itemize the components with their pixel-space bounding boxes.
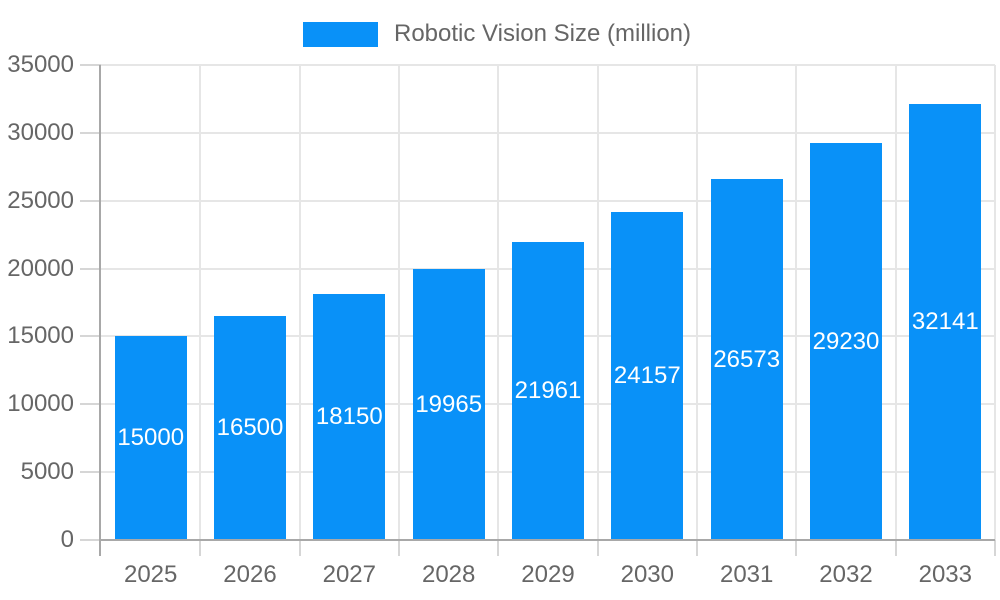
- bar-value-label: 21961: [514, 377, 582, 404]
- y-tick-20000: [80, 267, 101, 270]
- v-gridline: [994, 65, 996, 540]
- v-gridline: [795, 65, 798, 540]
- h-gridline-30000: [101, 131, 995, 134]
- x-tick: [894, 540, 897, 556]
- bar-2027[interactable]: 18150: [313, 293, 386, 540]
- y-axis-label: 35000: [7, 51, 74, 78]
- bar-2033[interactable]: 32141: [909, 103, 982, 540]
- y-tick-30000: [80, 131, 101, 134]
- y-axis-label: 15000: [7, 322, 74, 350]
- x-axis-label: 2032: [819, 561, 873, 588]
- bar-2030[interactable]: 24157: [611, 212, 684, 540]
- bar-2032[interactable]: 29230: [810, 143, 882, 540]
- v-gridline: [398, 65, 400, 540]
- x-axis-label: 2026: [223, 561, 277, 588]
- bar-2028[interactable]: 19965: [412, 269, 485, 540]
- v-gridline: [199, 65, 202, 540]
- y-tick-10000: [80, 403, 101, 406]
- x-tick: [398, 540, 400, 556]
- x-axis-label: 2025: [123, 561, 178, 588]
- x-axis-label: 2033: [918, 561, 972, 588]
- y-tick-5000: [80, 471, 101, 474]
- bar-value-label: 32141: [911, 307, 979, 335]
- y-tick-15000: [80, 335, 101, 338]
- x-tick: [696, 540, 698, 556]
- bar-value-label: 15000: [117, 424, 185, 452]
- h-gridline-35000: [101, 64, 995, 66]
- x-axis-label: 2027: [322, 561, 376, 588]
- bar-2026[interactable]: 16500: [214, 316, 286, 540]
- v-gridline: [298, 65, 301, 540]
- bar-value-label: 16500: [216, 414, 284, 442]
- v-gridline: [497, 65, 500, 540]
- y-axis-label: 5000: [20, 458, 74, 486]
- bar-value-label: 26573: [713, 345, 781, 373]
- y-tick-35000: [80, 64, 101, 66]
- x-axis-line: [101, 539, 995, 541]
- v-gridline: [696, 65, 698, 540]
- bar-2029[interactable]: 21961: [512, 242, 584, 540]
- bar-2031[interactable]: 26573: [710, 179, 783, 540]
- y-axis-label: 25000: [7, 186, 74, 214]
- legend-item[interactable]: Robotic Vision Size (million): [303, 20, 691, 48]
- y-tick-0: [80, 539, 101, 541]
- y-tick-25000: [80, 199, 101, 202]
- x-tick: [596, 540, 599, 556]
- bar-value-label: 24157: [613, 362, 681, 390]
- x-tick: [199, 540, 202, 556]
- bar-value-label: 19965: [415, 390, 483, 418]
- x-axis-label: 2029: [521, 561, 575, 588]
- v-gridline: [596, 65, 599, 540]
- bar-2025[interactable]: 15000: [114, 336, 187, 540]
- x-tick: [298, 540, 301, 556]
- x-tick: [497, 540, 500, 556]
- h-gridline-25000: [101, 199, 995, 202]
- x-axis-label: 2030: [620, 561, 674, 588]
- x-axis-label: 2028: [421, 561, 476, 588]
- legend-label: Robotic Vision Size (million): [394, 20, 691, 47]
- v-gridline: [894, 65, 897, 540]
- bar-value-label: 18150: [315, 402, 383, 430]
- y-axis-line: [99, 65, 101, 556]
- legend-swatch: [303, 21, 378, 47]
- y-axis-label: 30000: [7, 118, 74, 146]
- x-tick: [795, 540, 798, 556]
- bar-value-label: 29230: [812, 327, 880, 355]
- y-axis-label: 20000: [7, 254, 74, 282]
- x-tick: [994, 540, 996, 556]
- x-axis-label: 2031: [719, 561, 774, 588]
- y-axis-label: 0: [60, 526, 74, 553]
- y-axis-label: 10000: [7, 390, 74, 418]
